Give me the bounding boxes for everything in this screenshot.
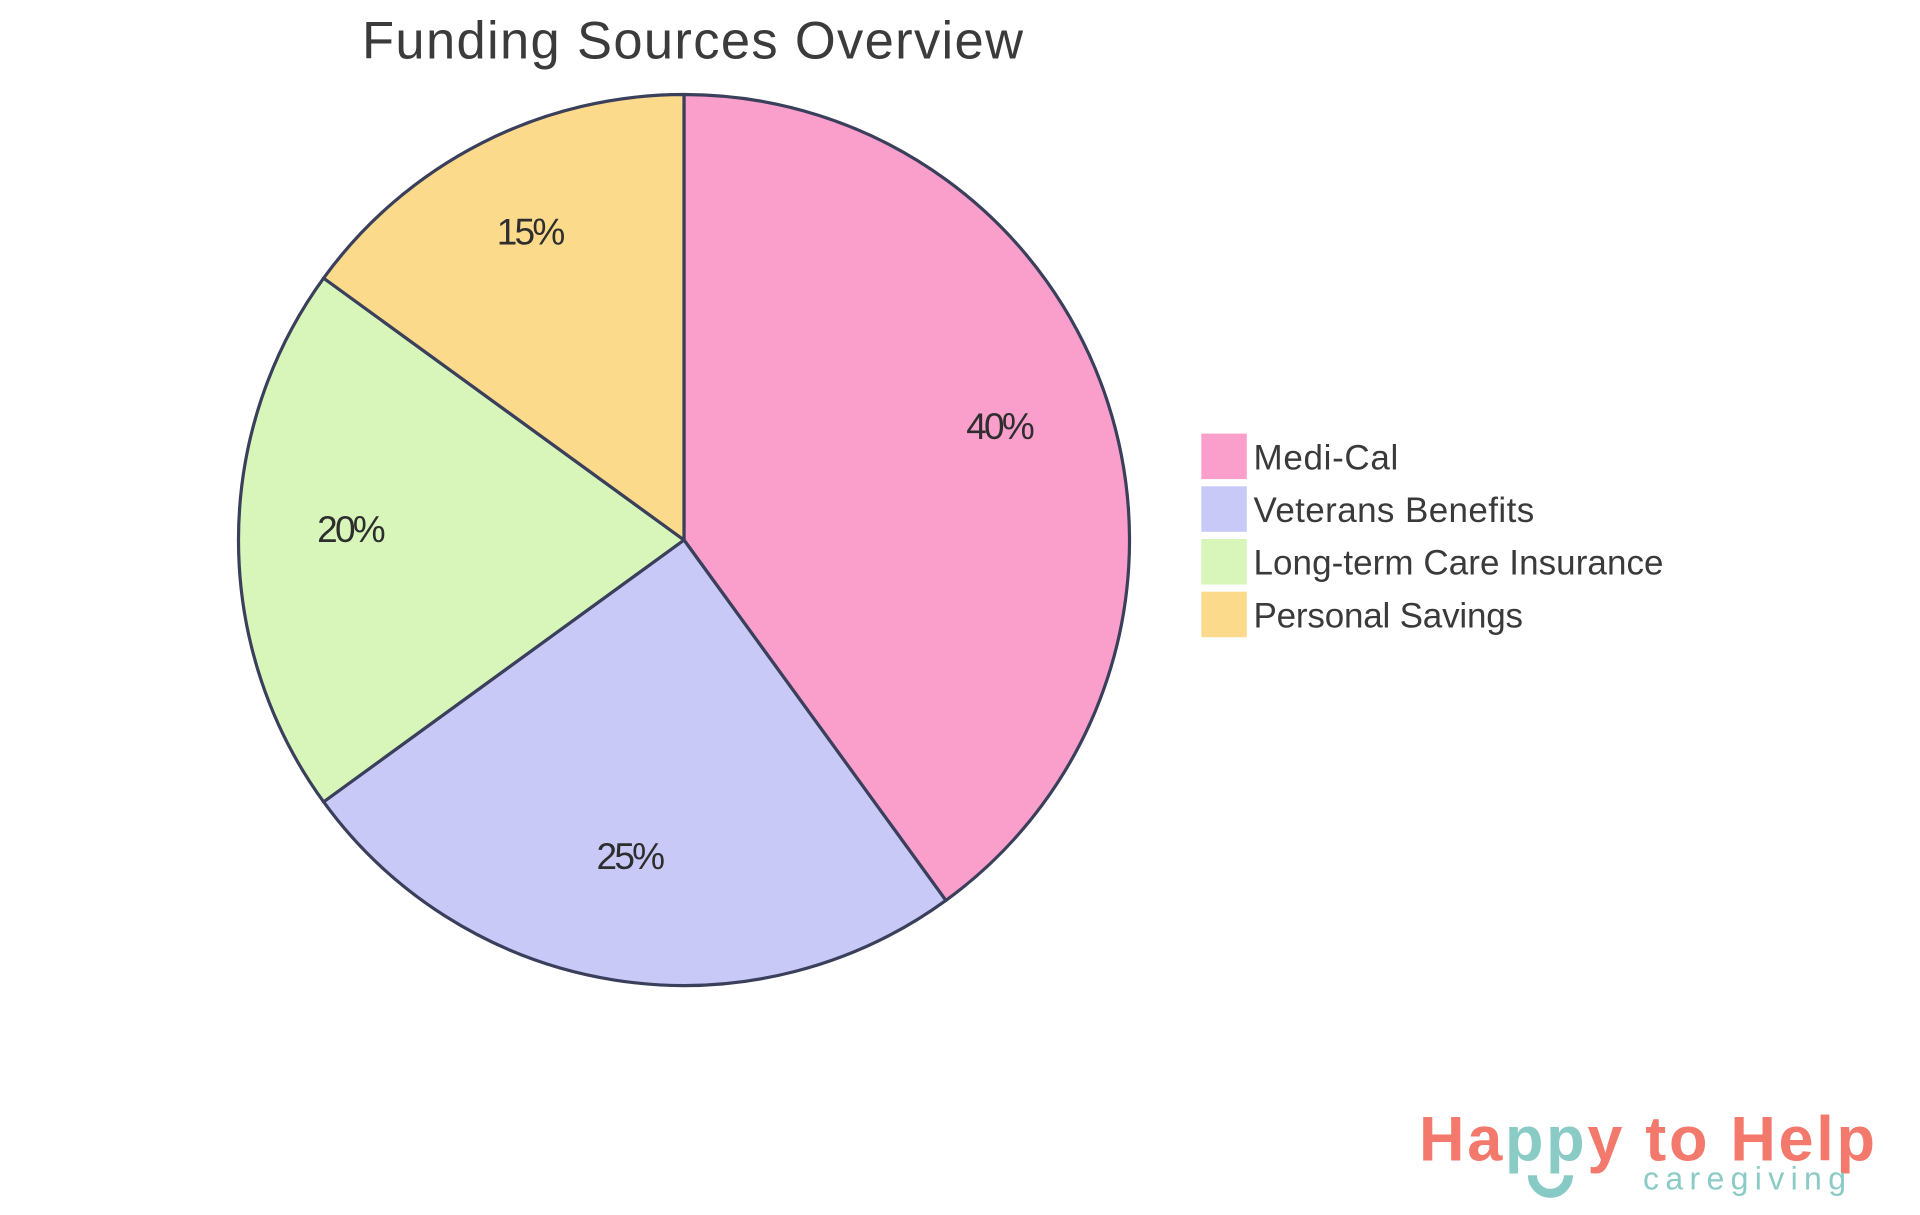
svg-text:caregiving: caregiving — [1643, 1161, 1846, 1197]
svg-text:Medi-Cal: Medi-Cal — [1254, 438, 1399, 477]
svg-text:20%: 20% — [317, 509, 386, 550]
svg-text:Long-term Care Insurance: Long-term Care Insurance — [1254, 544, 1664, 583]
svg-text:Funding Sources Overview: Funding Sources Overview — [362, 11, 1024, 70]
svg-text:25%: 25% — [597, 836, 666, 877]
svg-text:40%: 40% — [966, 406, 1035, 447]
svg-text:Happy to Help: Happy to Help — [1419, 1104, 1875, 1174]
svg-text:15%: 15% — [497, 212, 566, 253]
svg-text:Personal Savings: Personal Savings — [1254, 596, 1524, 635]
svg-text:Veterans Benefits: Veterans Benefits — [1254, 491, 1535, 530]
